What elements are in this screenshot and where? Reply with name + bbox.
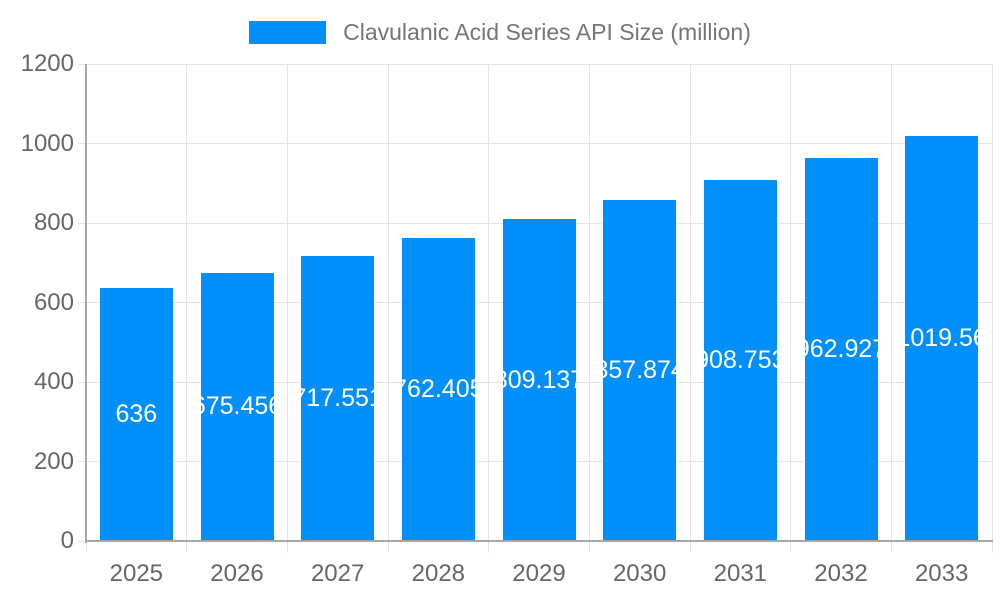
x-axis-tick-label: 2026 [210,560,264,587]
bar-2025[interactable]: 636 [99,288,173,540]
x-axis-tick-label: 2028 [411,560,466,587]
legend-swatch-icon [249,20,327,44]
y-axis-line [85,64,87,543]
bar-value-label: 809.137 [503,365,576,394]
y-gridline [78,63,992,65]
x-gridline [689,64,691,553]
bar-2027[interactable]: 717.551 [301,255,375,540]
y-axis-tick-label: 0 [60,527,74,554]
x-gridline [790,64,792,553]
x-gridline [286,64,288,553]
x-axis-tick-label: 2029 [512,560,566,587]
x-axis-tick-label: 2025 [109,560,164,587]
x-gridline [991,64,993,553]
y-axis-tick-label: 200 [33,447,74,475]
legend: Clavulanic Acid Series API Size (million… [0,19,1000,45]
x-axis-tick-label: 2031 [713,560,768,587]
y-axis-tick-label: 400 [33,368,74,395]
bar-2032[interactable]: 962.927 [804,158,878,540]
x-gridline [186,64,188,553]
bar-2031[interactable]: 908.753 [703,179,777,540]
y-axis-tick-label: 600 [33,288,74,316]
legend-label: Clavulanic Acid Series API Size (million… [343,19,751,45]
legend-item[interactable]: Clavulanic Acid Series API Size (million… [249,19,751,45]
y-axis-tick-label: 800 [33,209,74,236]
x-gridline [890,64,892,553]
bar-2026[interactable]: 675.456 [200,272,274,540]
x-axis-line [85,540,993,542]
bar-value-label: 908.753 [704,345,777,374]
y-gridline [78,143,992,144]
bar-value-label: 962.927 [805,335,878,364]
bar-2033[interactable]: 1019.56 [905,135,979,540]
x-axis-tick-label: 2030 [612,560,667,587]
bar-value-label: 717.551 [301,383,374,412]
y-axis-tick-label: 1200 [20,50,74,77]
bar-value-label: 675.456 [201,392,274,421]
bar-2029[interactable]: 809.137 [502,219,576,540]
y-axis-tick-label: 1000 [20,129,74,157]
bar-value-label: 1019.56 [905,323,978,352]
bar-2030[interactable]: 857.874 [603,199,677,540]
x-gridline [588,64,590,553]
bar-value-label: 857.874 [603,355,676,384]
x-axis-tick-label: 2032 [814,560,868,587]
bar-2028[interactable]: 762.405 [401,237,475,540]
x-axis-tick-label: 2033 [914,560,969,587]
bar-value-label: 636 [115,400,158,429]
x-gridline [488,64,490,553]
bar-value-label: 762.405 [402,374,475,403]
x-gridline [387,64,389,553]
x-axis-tick-label: 2027 [310,560,365,587]
